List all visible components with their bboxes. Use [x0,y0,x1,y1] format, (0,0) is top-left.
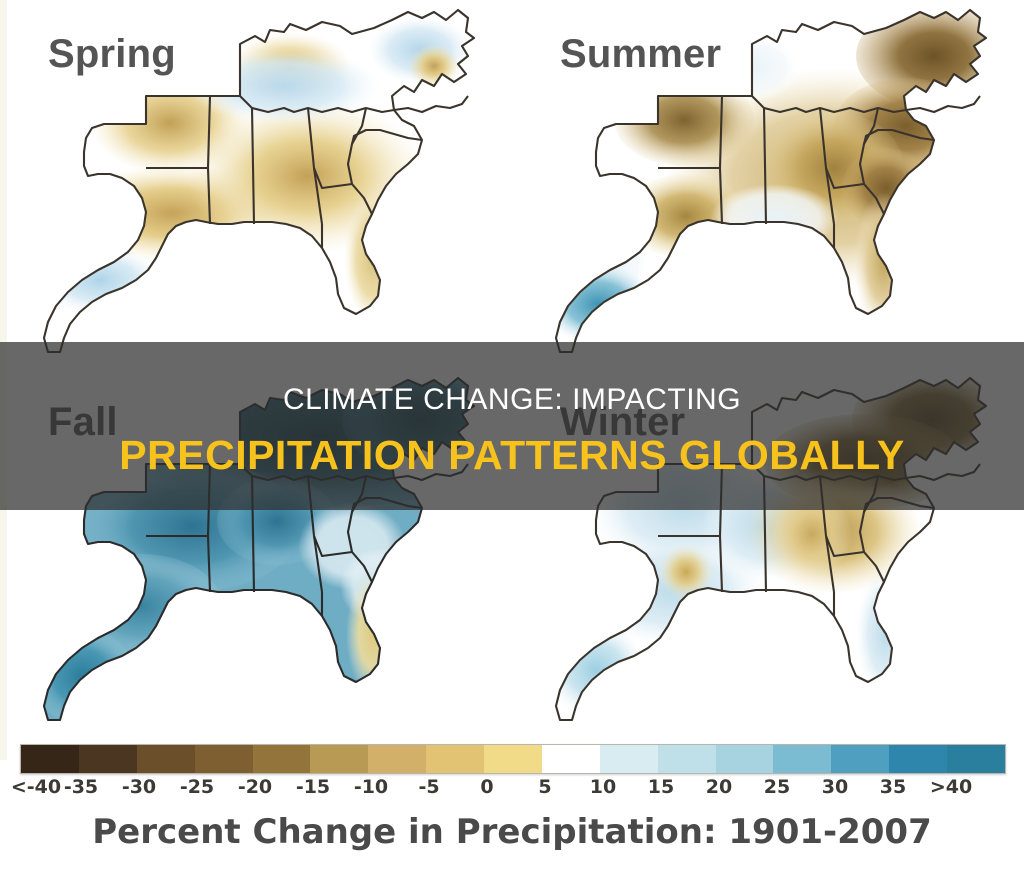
figure-caption: Percent Change in Precipitation: 1901-20… [92,812,932,852]
map-panel-spring: Spring [0,0,512,368]
colorbar-swatch-7 [426,745,484,773]
colorbar-swatch-15 [889,745,947,773]
colorbar-tick-14: 30 [821,776,849,798]
colorbar-tick-10: 10 [589,776,617,798]
state-outlines [554,8,988,354]
colorbar-tick-6: -10 [353,776,389,798]
panel-label-summer: Summer [560,32,722,76]
panel-label-spring: Spring [48,32,176,76]
colorbar-swatch-0 [21,745,79,773]
colorbar-swatch-6 [368,745,427,773]
overlay-headline-secondary: PRECIPITATION PATTERNS GLOBALLY [119,432,905,478]
colorbar [20,744,1006,774]
colorbar-swatch-13 [773,745,832,773]
colorbar-swatch-11 [657,745,716,773]
colorbar-swatch-16 [947,745,1005,773]
colorbar-swatch-1 [78,745,137,773]
colorbar-tick-7: -5 [418,776,440,798]
state-outlines [42,8,476,354]
colorbar-swatch-8 [484,745,542,773]
colorbar-tick-13: 25 [763,776,791,798]
map-spring-svg [42,8,476,354]
colorbar-tick-8: 0 [480,776,494,798]
colorbar-swatch-10 [599,745,658,773]
colorbar-tick-12: 20 [705,776,733,798]
colorbar-tick-labels: <-40 -35 -30 -25 -20 -15 -10 -5 0 5 10 15 20 25 30 35 >4… [11,776,1006,802]
map-panel-summer: Summer [512,0,1024,368]
overlay-headline-primary: CLIMATE CHANGE: IMPACTING [282,383,742,416]
colorbar-tick-3: -25 [179,776,215,798]
map-summer-svg [554,8,988,354]
colorbar-swatch-14 [831,745,890,773]
colorbar-swatch-3 [194,745,253,773]
colorbar-tick-16: >40 [929,776,973,798]
colorbar-tick-5: -15 [295,776,331,798]
colorbar-tick-2: -30 [121,776,157,798]
colorbar-tick-15: 35 [879,776,907,798]
colorbar-tick-0: <-40 [10,776,62,798]
colorbar-tick-11: 15 [647,776,675,798]
colorbar-swatch-2 [136,745,195,773]
colorbar-tick-9: 5 [538,776,552,798]
overlay-banner-band [0,342,1024,510]
colorbar-tick-4: -20 [237,776,273,798]
colorbar-tick-1: -35 [63,776,99,798]
colorbar-swatch-9 [541,745,600,773]
colorbar-swatch-5 [310,745,369,773]
colorbar-swatch-4 [252,745,311,773]
colorbar-swatch-12 [715,745,774,773]
